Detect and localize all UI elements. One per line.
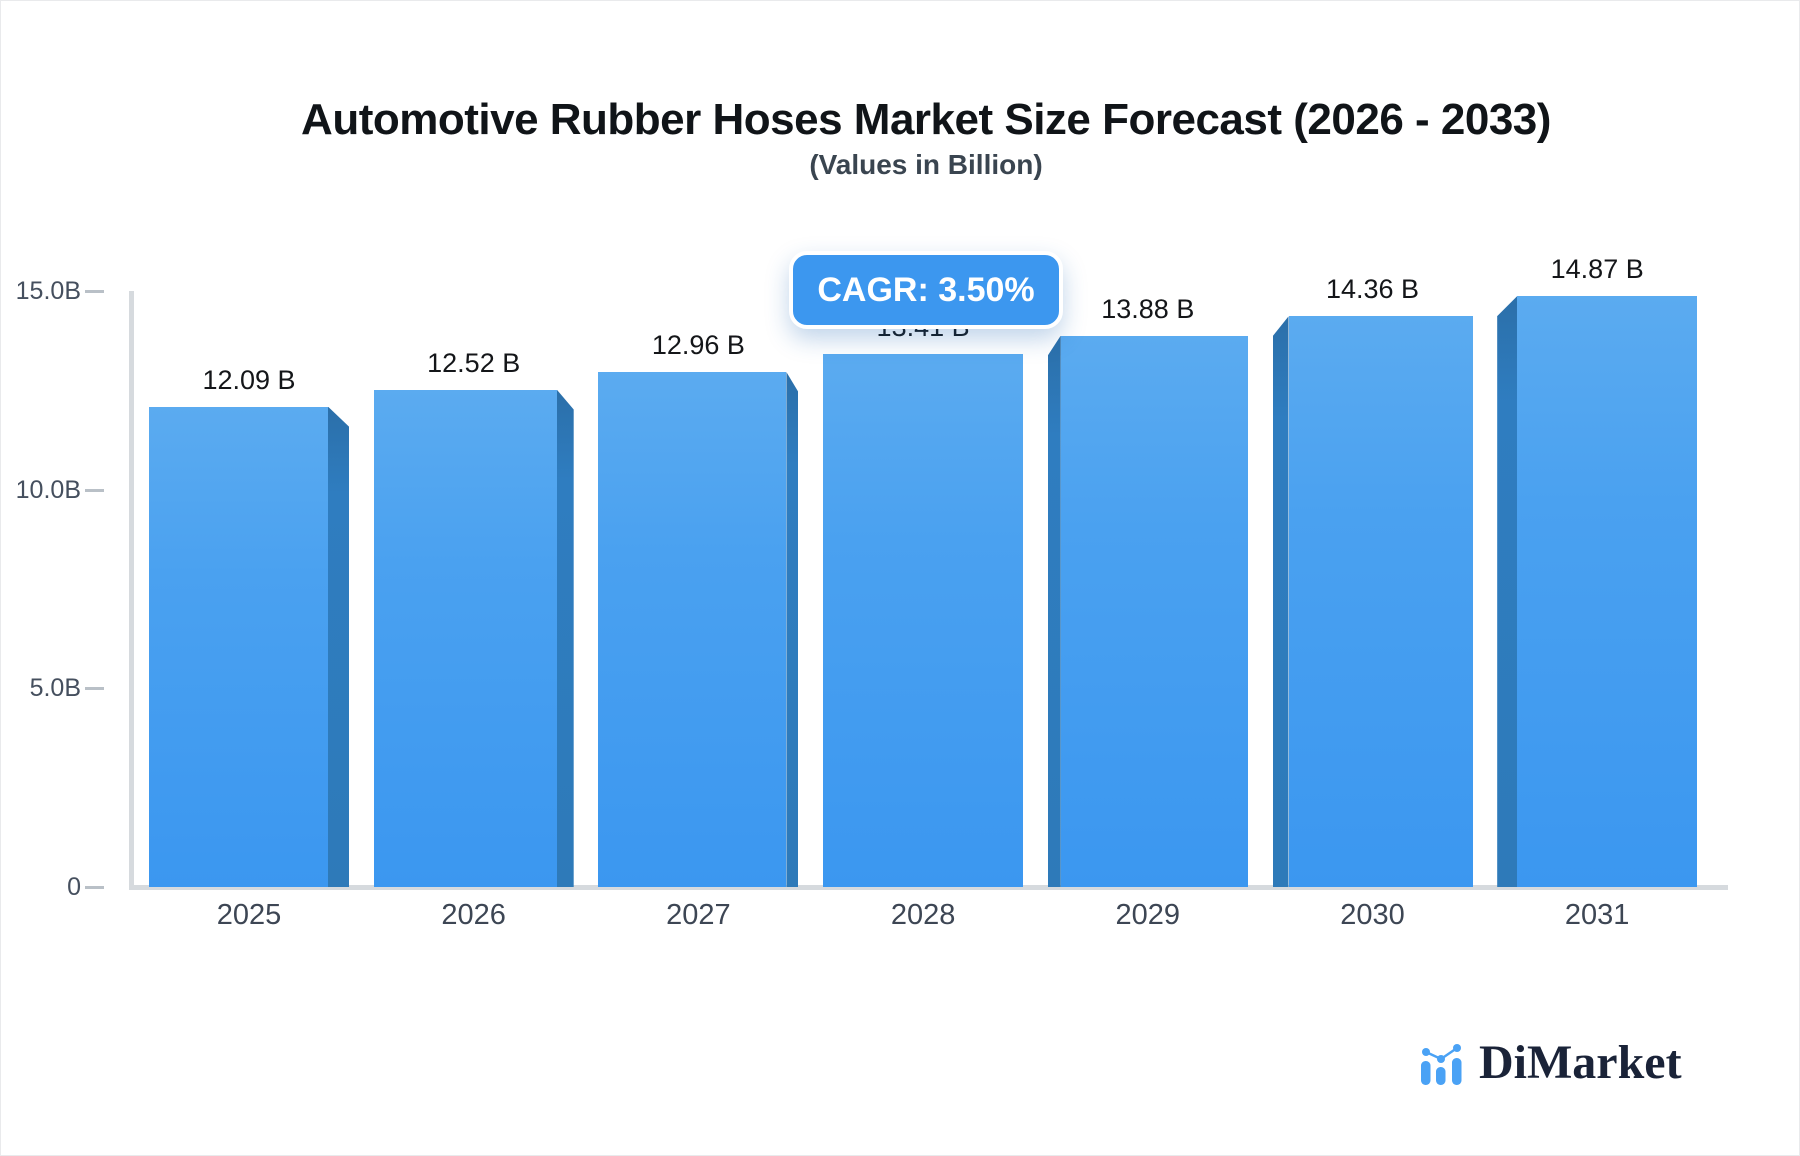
bar-2030	[1272, 316, 1473, 887]
cagr-badge: CAGR: 3.50%	[789, 251, 1063, 329]
x-axis-line	[129, 885, 1728, 890]
bar-value-label-2027: 12.96 B	[651, 330, 745, 361]
bar-face-2031	[1517, 296, 1698, 887]
x-axis-label-2028: 2028	[890, 899, 956, 931]
bar-face-2029	[1060, 335, 1248, 887]
bar-value-label-2031: 14.87 B	[1550, 254, 1644, 285]
y-tick-mark	[85, 290, 104, 293]
x-axis-label-2026: 2026	[441, 899, 506, 931]
y-tick-label: 10.0B	[15, 475, 81, 504]
bar-value-label-2026: 12.52 B	[427, 347, 521, 378]
bar-side-face-2027	[786, 372, 799, 887]
y-tick-mark	[85, 488, 104, 492]
chart-subtitle: (Values in Billion)	[809, 149, 1043, 180]
bar-face-2030	[1288, 316, 1473, 887]
logo-text: DiMarket	[1479, 1036, 1682, 1089]
bar-face-2027	[598, 372, 787, 887]
bar-face-2026	[373, 389, 557, 887]
bar-side-face-2026	[556, 389, 574, 887]
brand-logo: DiMarket	[1419, 1037, 1682, 1089]
bar-side-face-2025	[328, 406, 349, 887]
x-axis-label-2030: 2030	[1340, 899, 1405, 931]
bar-2027	[598, 372, 799, 887]
bar-2031	[1497, 296, 1698, 887]
bar-side-face-2029	[1047, 335, 1061, 887]
bar-2025	[149, 406, 349, 887]
y-axis-line	[129, 291, 134, 890]
bar-line-chart-icon	[1419, 1041, 1466, 1085]
bar-2028	[823, 354, 1024, 887]
bar-side-face-2031	[1497, 296, 1518, 887]
bar-face-2025	[149, 406, 328, 887]
x-axis-label-2025: 2025	[216, 899, 282, 931]
y-tick-label: 5.0B	[29, 674, 81, 703]
bar-value-label-2025: 12.09 B	[202, 364, 296, 395]
bar-side-face-2030	[1272, 316, 1289, 887]
bar-face-2028	[823, 354, 1024, 887]
bar-value-label-2029: 13.88 B	[1101, 293, 1195, 324]
x-axis-label-2031: 2031	[1564, 899, 1630, 931]
x-axis-label-2029: 2029	[1115, 899, 1181, 931]
chart-title: Automotive Rubber Hoses Market Size Fore…	[301, 95, 1551, 144]
y-tick-mark	[85, 687, 104, 691]
bar-2029	[1047, 335, 1248, 887]
bar-2026	[373, 389, 574, 887]
y-tick-mark	[85, 886, 104, 889]
bar-value-label-2030: 14.36 B	[1325, 274, 1420, 305]
x-axis-label-2027: 2027	[666, 899, 731, 931]
y-tick-label: 0	[67, 873, 81, 901]
y-tick-label: 15.0B	[15, 277, 81, 305]
